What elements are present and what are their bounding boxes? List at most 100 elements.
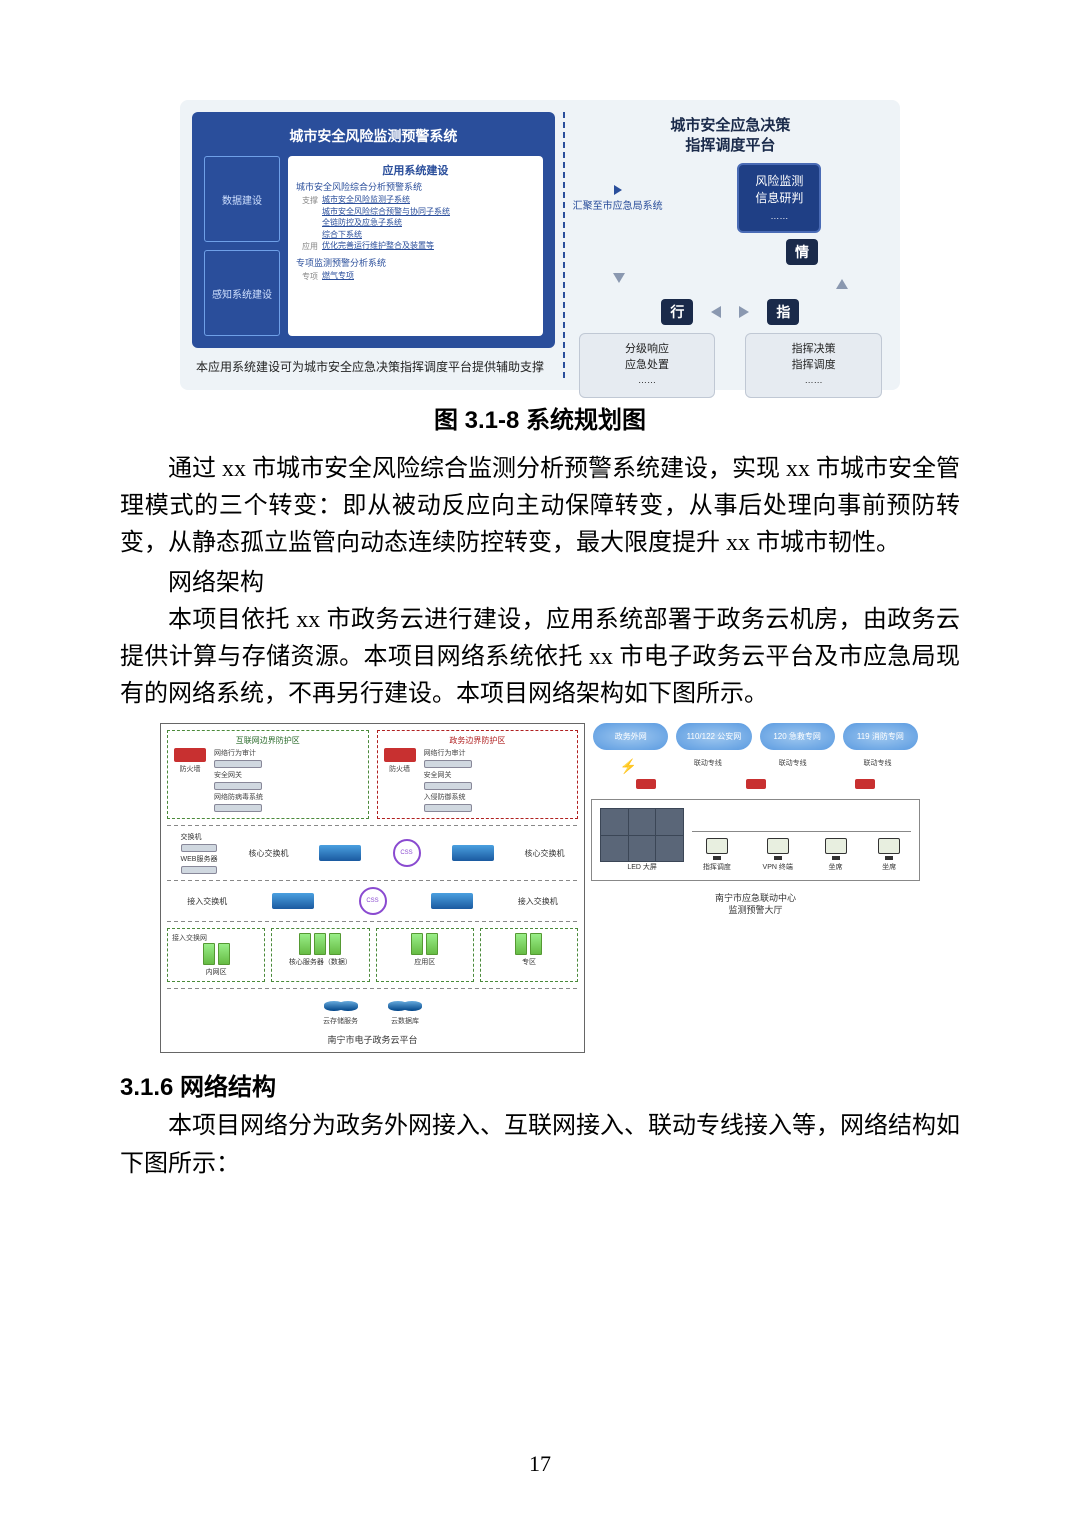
pc: 坐席 — [878, 838, 900, 872]
server-icon — [426, 933, 438, 955]
pc: 坐席 — [825, 838, 847, 872]
screen-wall-icon — [600, 808, 684, 862]
white-box: 应用系统建设 城市安全风险综合分析预警系统 支撑城市安全风险监测子系统 城市安全… — [288, 156, 543, 336]
wb-item: 城市安全风险综合预警与协同子系统 — [322, 207, 450, 217]
paragraph-4: 本项目网络分为政务外网接入、互联网接入、联动专线接入等，网络结构如下图所示： — [120, 1108, 960, 1182]
zone-item: 入侵防御系统 — [424, 792, 466, 802]
cloud-sub: 联动专线 — [864, 758, 892, 775]
room-caption-l1: 南宁市应急联动中心 — [715, 893, 796, 903]
firewall-icon — [384, 748, 416, 762]
wall-label: LED 大屏 — [600, 862, 684, 872]
disk-icon — [338, 1001, 358, 1011]
db-label: 云数据库 — [388, 1016, 422, 1026]
wb-sub2: 专项监测预警分析系统 — [296, 256, 535, 269]
wb-tag: 应用 — [296, 241, 318, 252]
wb-title: 应用系统建设 — [296, 162, 535, 178]
core-sw-label: 核心交换机 — [525, 848, 565, 859]
badge-top: 风险监测 信息研判 …… — [737, 163, 821, 233]
right-title-l2: 指挥调度平台 — [685, 137, 775, 154]
arrow-down-icon — [613, 273, 625, 289]
device-icon — [424, 760, 472, 768]
card-dots: …… — [638, 375, 656, 385]
paragraph-1: 通过 xx 市城市安全风险综合监测分析预警系统建设，实现 xx 市城市安全管理模… — [120, 451, 960, 563]
switch-icon — [272, 893, 314, 909]
zone-item: 安全网关 — [424, 770, 452, 780]
arrow-down-icon — [836, 273, 848, 289]
srv-label: 应用区 — [381, 957, 469, 967]
pc: 指挥调度 — [703, 838, 731, 872]
server-icon — [299, 933, 311, 955]
srv-label: 内网区 — [172, 967, 260, 977]
srv-label: 专区 — [485, 957, 573, 967]
fig1-right: 城市安全应急决策 指挥调度平台 汇聚至市应急局系统 风险监测 信息研判 …… 情 — [573, 112, 888, 378]
srv-label: 核心服务器（数据） — [276, 957, 364, 967]
firewall-icon — [174, 748, 206, 762]
srv-cluster: 专区 — [480, 928, 578, 982]
monitor-icon — [825, 838, 847, 854]
fig1-note: 本应用系统建设可为城市安全应急决策指挥调度平台提供辅助支撑 — [192, 356, 555, 378]
disk-icon — [402, 1001, 422, 1011]
arrow-right-icon — [739, 306, 749, 318]
pc-group: 指挥调度 VPN 终端 坐席 坐席 — [692, 831, 911, 872]
server-icon — [411, 933, 423, 955]
wb-item: 综合下系统 — [322, 230, 362, 240]
server-icon — [203, 943, 215, 965]
cloud-sub: 联动专线 — [779, 758, 807, 775]
wb-tag: 专项 — [296, 271, 318, 282]
figure-system-plan: 城市安全风险监测预警系统 数据建设 感知系统建设 应用系统建设 城市安全风险综合… — [180, 100, 900, 390]
card-left-l1: 分级响应 — [625, 343, 669, 355]
css-ring-icon: CSS — [393, 839, 421, 867]
fig1-right-title: 城市安全应急决策 指挥调度平台 — [573, 116, 888, 155]
blue-panel: 城市安全风险监测预警系统 数据建设 感知系统建设 应用系统建设 城市安全风险综合… — [192, 112, 555, 348]
switch-icon — [452, 845, 494, 861]
device-icon — [181, 844, 217, 852]
fig1-divider — [563, 112, 565, 378]
card-right-l1: 指挥决策 — [792, 343, 836, 355]
monitor-icon — [878, 838, 900, 854]
wb-item: 优化完善运行维护整合及装置等 — [322, 241, 434, 251]
pc: VPN 终端 — [763, 838, 793, 872]
cloud-120: 120 急救专网 — [760, 723, 835, 750]
switch-icon — [319, 845, 361, 861]
cloud-119: 119 消防专网 — [843, 723, 918, 750]
side-lbl: 交换机 — [181, 832, 218, 842]
zone-item: 安全网关 — [214, 770, 242, 780]
link-line — [167, 921, 578, 922]
device-icon — [214, 804, 262, 812]
server-row: 接入交换网 内网区 核心服务器（数据） 应用区 专区 — [167, 928, 578, 982]
access-switch-row: 接入交换机 CSS 接入交换机 — [167, 887, 578, 915]
srv-cluster: 接入交换网 内网区 — [167, 928, 265, 982]
char-qing: 情 — [786, 239, 818, 265]
device-icon — [214, 782, 262, 790]
page-number: 17 — [0, 1451, 1080, 1477]
access-sw-label: 接入交换机 — [518, 896, 558, 907]
core-switch-row: 交换机 WEB服务器 核心交换机 CSS 核心交换机 — [167, 832, 578, 874]
wb-item: 城市安全风险监测子系统 — [322, 195, 410, 205]
card-right-l2: 指挥调度 — [792, 359, 836, 371]
switch-icon — [431, 893, 473, 909]
server-icon — [515, 933, 527, 955]
cloud-row: 政务外网 110/122 公安网 120 急救专网 119 消防专网 — [591, 723, 920, 750]
char-zhi: 指 — [767, 299, 799, 325]
heading-316: 3.1.6 网络结构 — [120, 1067, 960, 1102]
fig2-left: 互联网边界防护区 防火墙 网络行为审计 安全网关 网络防病毒系统 政务边界防护区 — [160, 723, 585, 1053]
link-line — [167, 880, 578, 881]
cloud-sub: 联动专线 — [694, 758, 722, 775]
arrow-left-icon — [711, 306, 721, 318]
zone-item: 网络防病毒系统 — [214, 792, 263, 802]
badge-top-dots: …… — [770, 211, 788, 221]
server-icon — [314, 933, 326, 955]
firewall-icon — [855, 779, 875, 789]
zone-gov: 政务边界防护区 防火墙 网络行为审计 安全网关 入侵防御系统 — [377, 730, 579, 819]
css-ring-icon: CSS — [359, 887, 387, 915]
access-sw-label: 接入交换机 — [187, 896, 227, 907]
firewall-strip — [591, 779, 920, 789]
core-sw-label: 核心交换机 — [248, 848, 288, 859]
wb-sub1: 城市安全风险综合分析预警系统 — [296, 180, 535, 193]
device-icon — [214, 760, 262, 768]
box-data: 数据建设 — [204, 156, 280, 242]
srv-cluster: 应用区 — [376, 928, 474, 982]
fw-label: 防火墙 — [389, 764, 410, 774]
disk-label: 云存储服务 — [323, 1016, 358, 1026]
side-lbl: WEB服务器 — [181, 854, 218, 864]
